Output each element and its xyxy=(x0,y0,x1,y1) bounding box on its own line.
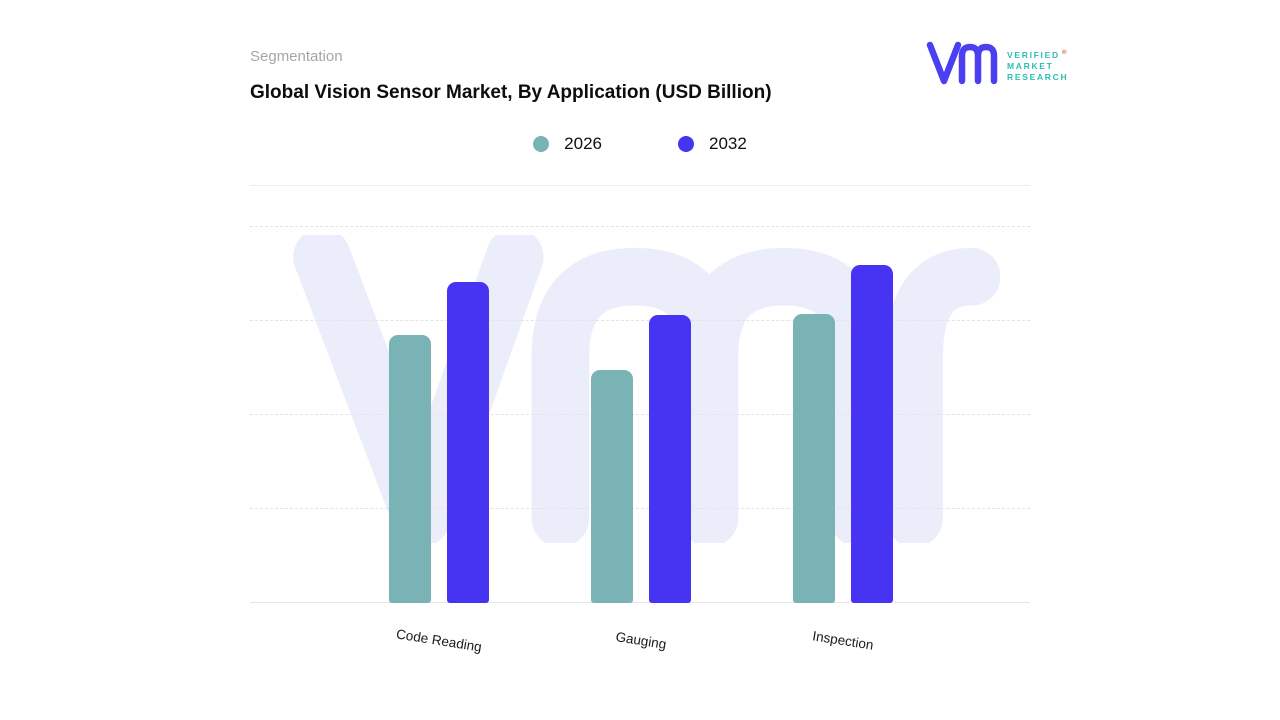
bar-2026-code-reading xyxy=(388,335,431,603)
gridline xyxy=(250,226,1030,227)
gridline xyxy=(250,320,1030,321)
bar-2032-code-reading xyxy=(446,281,489,603)
logo-line-2: MARKET xyxy=(1007,60,1054,71)
bar-group-inspection: Inspection xyxy=(792,227,893,653)
eyebrow-label: Segmentation xyxy=(250,48,343,65)
bar-group-gauging: Gauging xyxy=(590,227,691,652)
legend-label-2032: 2032 xyxy=(709,134,747,153)
bar-2026-inspection xyxy=(792,314,835,603)
gridline xyxy=(250,508,1030,509)
logo-line-3: RESEARCH xyxy=(1007,72,1069,83)
chart-title: Global Vision Sensor Market, By Applicat… xyxy=(250,82,772,103)
gridline xyxy=(250,414,1030,415)
x-axis-baseline xyxy=(250,602,1030,603)
legend-dot-2026 xyxy=(533,136,550,152)
plot-area: Code Reading Gauging Inspection xyxy=(250,226,1030,655)
x-axis-label-gauging: Gauging xyxy=(614,629,668,652)
x-axis-label-code-reading: Code Reading xyxy=(394,626,483,655)
legend-label-2026: 2026 xyxy=(564,134,602,153)
vmr-logo: VERIFIED ® MARKET RESEARCH xyxy=(926,38,1068,93)
logo-line-1: VERIFIED ® xyxy=(1007,48,1069,60)
legend-item-2032: 2032 xyxy=(678,134,747,154)
header-separator xyxy=(250,185,1030,186)
x-axis-label-inspection: Inspection xyxy=(811,628,875,653)
bar-2032-gauging xyxy=(648,315,691,603)
vmr-logo-text: VERIFIED ® MARKET RESEARCH xyxy=(1007,49,1068,83)
legend: 2026 2032 xyxy=(250,134,1030,154)
legend-dot-2032 xyxy=(678,136,694,152)
bar-2026-gauging xyxy=(590,369,633,603)
registered-mark: ® xyxy=(1061,48,1069,56)
legend-item-2026: 2026 xyxy=(533,134,602,154)
bar-group-code-reading: Code Reading xyxy=(388,227,489,655)
vmr-monogram-icon xyxy=(926,38,998,93)
bar-2032-inspection xyxy=(850,264,893,603)
